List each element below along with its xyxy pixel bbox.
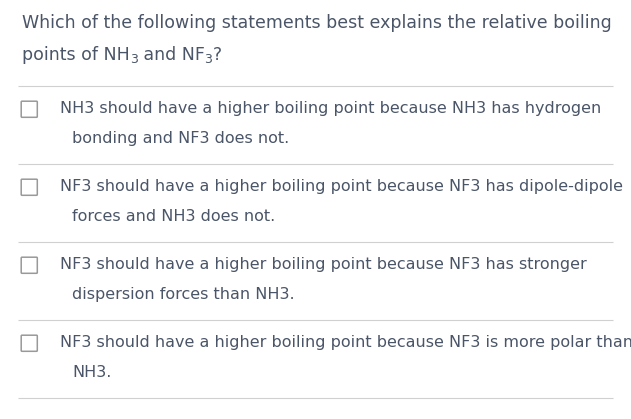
FancyBboxPatch shape bbox=[21, 101, 37, 117]
Text: 3: 3 bbox=[204, 53, 213, 66]
FancyBboxPatch shape bbox=[21, 257, 37, 273]
Text: NH3 should have a higher boiling point because NH3 has hydrogen: NH3 should have a higher boiling point b… bbox=[60, 101, 601, 116]
Text: forces and NH3 does not.: forces and NH3 does not. bbox=[72, 209, 275, 224]
Text: NH3.: NH3. bbox=[72, 365, 112, 380]
FancyBboxPatch shape bbox=[21, 335, 37, 351]
Text: NF3 should have a higher boiling point because NF3 has dipole-dipole: NF3 should have a higher boiling point b… bbox=[60, 179, 623, 194]
Text: bonding and NF3 does not.: bonding and NF3 does not. bbox=[72, 131, 289, 146]
Text: ?: ? bbox=[213, 46, 221, 64]
Text: and NF: and NF bbox=[138, 46, 204, 64]
Text: NF3 should have a higher boiling point because NF3 is more polar than: NF3 should have a higher boiling point b… bbox=[60, 335, 631, 350]
Text: NF3 should have a higher boiling point because NF3 has stronger: NF3 should have a higher boiling point b… bbox=[60, 257, 587, 272]
Text: dispersion forces than NH3.: dispersion forces than NH3. bbox=[72, 287, 295, 302]
Text: 3: 3 bbox=[130, 53, 138, 66]
FancyBboxPatch shape bbox=[21, 179, 37, 195]
Text: Which of the following statements best explains the relative boiling: Which of the following statements best e… bbox=[22, 14, 611, 32]
Text: points of NH: points of NH bbox=[22, 46, 130, 64]
